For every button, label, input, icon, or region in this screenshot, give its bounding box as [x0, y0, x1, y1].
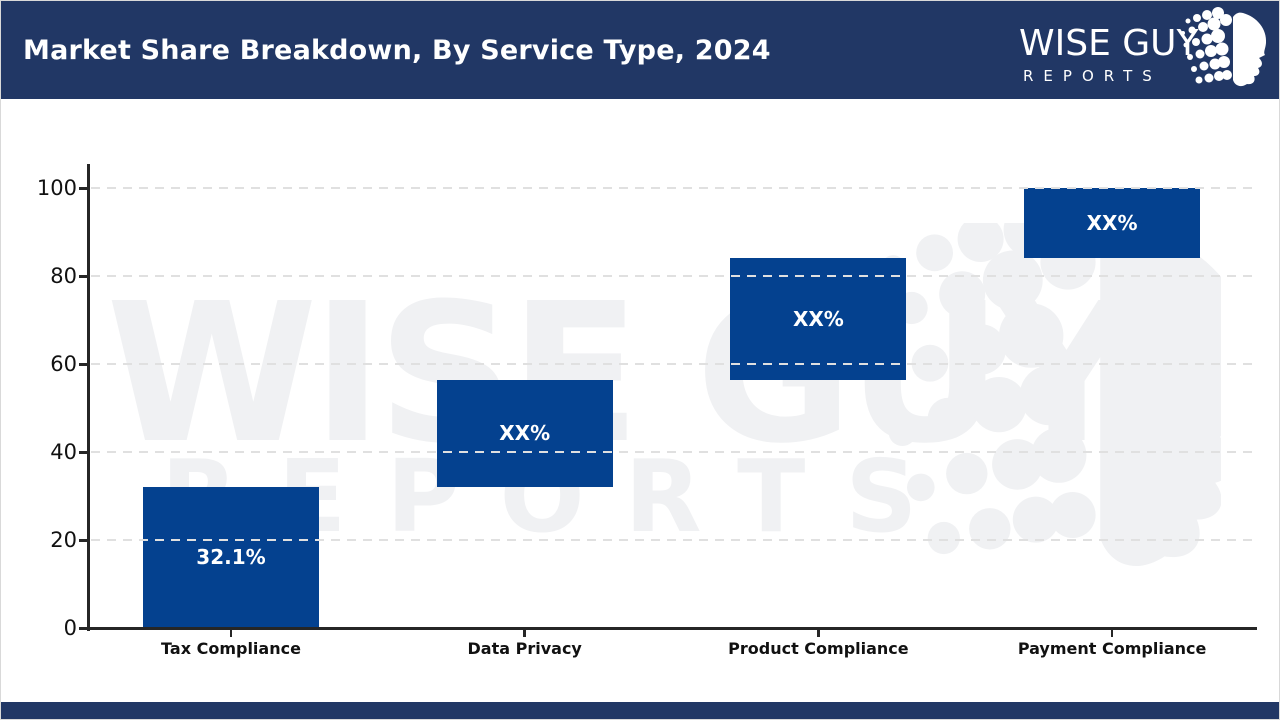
y-axis-tick-label: 0	[63, 616, 77, 640]
bar-payment-compliance: XX%	[1024, 188, 1201, 258]
gridline-80	[91, 275, 1257, 277]
bar-value-label: 32.1%	[196, 545, 266, 570]
gridline-20	[91, 539, 1257, 541]
y-axis-tick-label: 40	[50, 440, 77, 464]
x-axis-category-label: Product Compliance	[728, 639, 909, 658]
bar-data-privacy: XX%	[436, 379, 613, 487]
y-tick-0	[79, 627, 88, 630]
footer-bar	[1, 702, 1279, 719]
y-axis-tick-label: 100	[36, 176, 77, 200]
y-tick-40	[79, 451, 88, 454]
bar-value-label: XX%	[1086, 210, 1138, 235]
wise-guy-reports-logo: WISE GUY REPORTS	[1019, 7, 1267, 87]
x-axis-category-label: Tax Compliance	[161, 639, 301, 658]
y-tick-20	[79, 539, 88, 542]
y-axis-tick-label: 80	[50, 264, 77, 288]
x-axis-category-label: Payment Compliance	[1017, 639, 1207, 658]
x-tick-4	[1110, 630, 1114, 637]
bar-tax-compliance: 32.1%	[143, 486, 319, 628]
gridline-60	[91, 363, 1257, 365]
bar-value-label: XX%	[499, 421, 551, 446]
y-tick-80	[79, 275, 88, 278]
y-axis-line	[87, 164, 90, 631]
page-title: Market Share Breakdown, By Service Type,…	[23, 34, 771, 66]
y-tick-100	[79, 187, 88, 190]
logo-reports-text: REPORTS	[1023, 67, 1162, 85]
x-axis-category-label: Data Privacy	[467, 639, 582, 658]
y-tick-60	[79, 363, 88, 366]
y-axis-tick-label: 20	[50, 528, 77, 552]
y-axis-tick-label: 60	[50, 352, 77, 376]
x-tick-2	[523, 630, 526, 637]
x-tick-1	[229, 630, 233, 637]
gridline-100	[91, 187, 1257, 189]
bar-product-compliance: XX%	[730, 257, 907, 380]
bar-value-label: XX%	[792, 306, 844, 331]
header-bar: Market Share Breakdown, By Service Type,…	[1, 1, 1279, 99]
gridline-40	[91, 451, 1257, 453]
x-axis-line	[87, 627, 1257, 630]
x-tick-3	[817, 630, 820, 637]
logo-wordmark: WISE GUY	[1019, 23, 1200, 64]
